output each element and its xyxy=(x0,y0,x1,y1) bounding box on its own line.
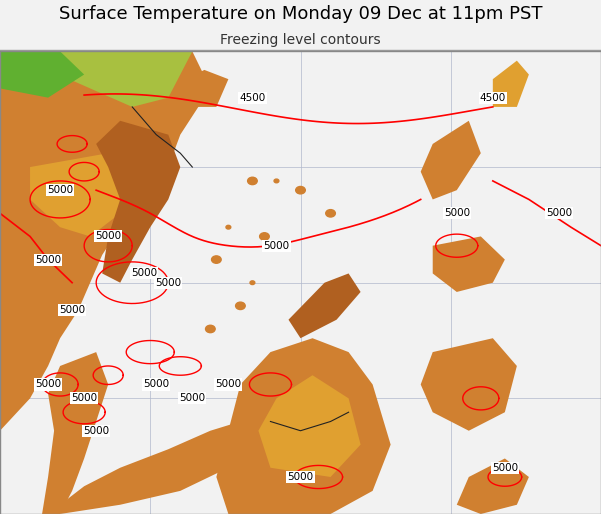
Text: 5000: 5000 xyxy=(47,185,73,195)
Polygon shape xyxy=(457,458,529,514)
Text: 5000: 5000 xyxy=(131,268,157,279)
Text: 5000: 5000 xyxy=(263,241,290,251)
Text: 5000: 5000 xyxy=(155,278,182,288)
Polygon shape xyxy=(0,51,192,107)
Text: 5000: 5000 xyxy=(215,379,242,390)
Text: Surface Temperature on Monday 09 Dec at 11pm PST: Surface Temperature on Monday 09 Dec at … xyxy=(59,5,542,24)
Text: 5000: 5000 xyxy=(179,393,206,403)
Text: 5000: 5000 xyxy=(143,379,169,390)
Text: 4500: 4500 xyxy=(239,93,266,103)
Circle shape xyxy=(226,225,231,229)
Circle shape xyxy=(206,325,215,333)
Circle shape xyxy=(274,179,279,183)
Text: 5000: 5000 xyxy=(492,463,518,473)
Circle shape xyxy=(250,281,255,285)
Polygon shape xyxy=(493,61,529,107)
Text: 5000: 5000 xyxy=(59,305,85,316)
Circle shape xyxy=(260,233,269,240)
Text: 5000: 5000 xyxy=(83,426,109,436)
Text: 5000: 5000 xyxy=(35,379,61,390)
Circle shape xyxy=(248,177,257,185)
Polygon shape xyxy=(216,338,391,514)
Polygon shape xyxy=(421,121,481,199)
Polygon shape xyxy=(30,153,132,236)
Text: 5000: 5000 xyxy=(35,254,61,265)
Text: Freezing level contours: Freezing level contours xyxy=(220,33,381,47)
Polygon shape xyxy=(258,375,361,477)
Polygon shape xyxy=(96,121,180,283)
Polygon shape xyxy=(288,273,361,338)
Polygon shape xyxy=(433,236,505,292)
Circle shape xyxy=(326,210,335,217)
Circle shape xyxy=(296,187,305,194)
Polygon shape xyxy=(0,51,210,431)
Text: 5000: 5000 xyxy=(444,208,470,218)
Text: 5000: 5000 xyxy=(287,472,314,482)
Text: 5000: 5000 xyxy=(546,208,572,218)
Text: 4500: 4500 xyxy=(480,93,506,103)
Text: 5000: 5000 xyxy=(71,393,97,403)
Text: 5000: 5000 xyxy=(95,231,121,242)
Circle shape xyxy=(236,302,245,309)
Polygon shape xyxy=(0,51,84,98)
Polygon shape xyxy=(42,352,108,514)
Polygon shape xyxy=(168,70,228,107)
Polygon shape xyxy=(60,421,252,514)
Circle shape xyxy=(212,256,221,263)
Polygon shape xyxy=(421,338,517,431)
